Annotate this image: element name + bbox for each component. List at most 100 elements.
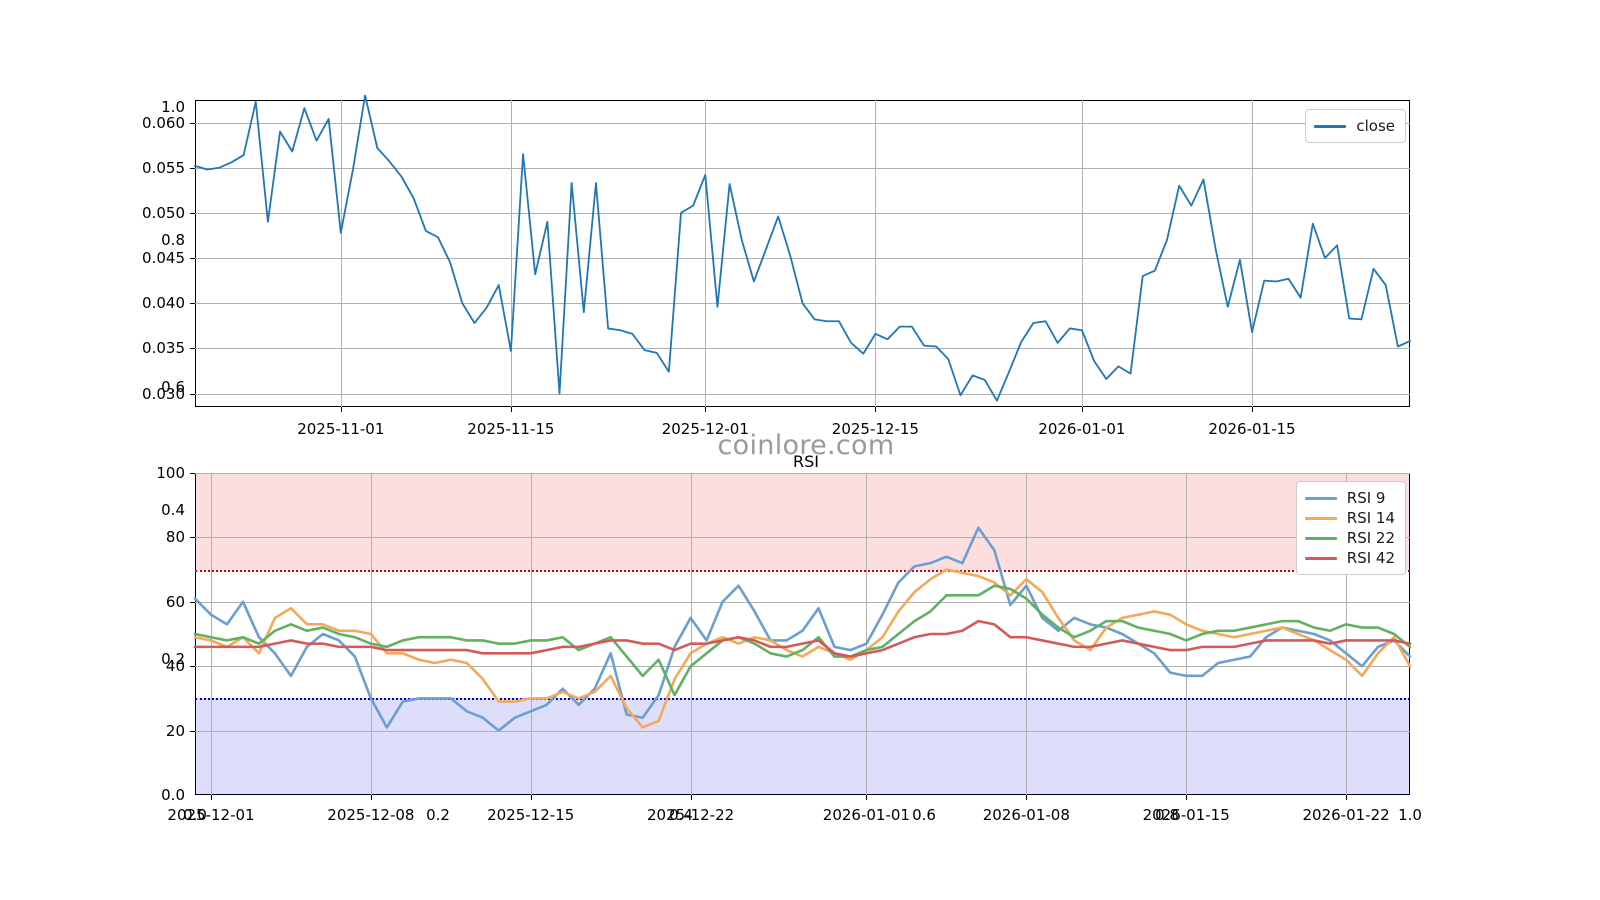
rsi-x-tick-label: 2026-01-15 bbox=[1142, 806, 1230, 824]
legend-color-swatch bbox=[1304, 496, 1337, 500]
rsi-gridline-v bbox=[690, 473, 692, 795]
rsi-gridline-h bbox=[195, 473, 1410, 474]
price-gridline-v bbox=[1081, 100, 1083, 407]
price-x-tickmark bbox=[875, 407, 877, 412]
rsi-series-svg bbox=[193, 526, 1412, 732]
legend-color-swatch bbox=[1314, 124, 1347, 128]
rsi-x-tick-label: 2026-01-01 bbox=[822, 806, 910, 824]
price-y-tick-label: 0.055 bbox=[142, 158, 185, 177]
rsi-gridline-v bbox=[1346, 473, 1348, 795]
price-x-tick-label: 2025-12-15 bbox=[831, 420, 919, 438]
price-legend: close bbox=[1305, 109, 1406, 143]
rsi-gridline-h bbox=[195, 601, 1410, 603]
rsi-y-overlay-label: 0.4 bbox=[161, 501, 185, 519]
rsi-x-tickmark bbox=[370, 795, 372, 800]
rsi-x-overlay-label: 0.6 bbox=[912, 806, 936, 824]
price-line-close bbox=[194, 94, 1411, 402]
rsi-y-tickmark bbox=[190, 730, 195, 732]
legend-color-swatch bbox=[1304, 556, 1337, 560]
price-y-tickmark bbox=[190, 393, 195, 395]
rsi-gridline-v bbox=[1026, 473, 1028, 795]
rsi-threshold-30 bbox=[195, 698, 1410, 701]
price-axis-spine-bottom bbox=[195, 406, 1410, 407]
price-y-overlay-label: 1.0 bbox=[161, 98, 185, 116]
price-axis-spine-left bbox=[195, 100, 196, 407]
rsi-x-tickmark bbox=[530, 795, 532, 800]
rsi-gridline-v bbox=[530, 473, 532, 795]
price-y-tickmark bbox=[190, 258, 195, 259]
rsi-x-overlay-label: 1.0 bbox=[1398, 806, 1422, 824]
rsi-chart-panel: RSI 9 RSI 14 RSI 22 RSI 42 bbox=[193, 473, 1412, 795]
price-axis-spine-right bbox=[1409, 100, 1410, 407]
price-x-tick-label: 2025-12-01 bbox=[661, 420, 749, 438]
rsi-legend-item: RSI 42 bbox=[1304, 548, 1395, 568]
rsi-x-tickmark bbox=[1346, 795, 1348, 800]
rsi-y-tickmark bbox=[190, 601, 195, 603]
rsi-x-tickmark bbox=[866, 795, 868, 800]
rsi-y-tick-label: 80 bbox=[165, 528, 185, 547]
price-x-tick-label: 2025-11-01 bbox=[297, 420, 385, 438]
rsi-x-overlay-label: 0.2 bbox=[426, 806, 450, 824]
rsi-legend-item: RSI 22 bbox=[1304, 528, 1395, 548]
rsi-plot-area bbox=[193, 473, 1412, 795]
rsi-y-tick-label: 20 bbox=[165, 721, 185, 740]
rsi-x-tickmark bbox=[690, 795, 692, 800]
price-y-tick-label: 0.035 bbox=[142, 339, 185, 358]
legend-label: RSI 9 bbox=[1346, 489, 1386, 507]
rsi-x-tick-label: 2026-01-22 bbox=[1302, 806, 1390, 824]
price-gridline-v bbox=[875, 100, 877, 407]
rsi-line-rsi-42 bbox=[193, 619, 1412, 658]
rsi-x-tick-label: 2026-01-08 bbox=[982, 806, 1070, 824]
legend-label: RSI 22 bbox=[1346, 529, 1395, 547]
rsi-line-rsi-22 bbox=[193, 584, 1412, 697]
rsi-y-tickmark bbox=[190, 473, 195, 474]
price-plot-area bbox=[194, 94, 1411, 407]
rsi-gridline-h bbox=[195, 730, 1410, 732]
rsi-x-tick-label: 2025-12-22 bbox=[647, 806, 735, 824]
rsi-x-tickmark bbox=[1026, 795, 1028, 800]
legend-color-swatch bbox=[1304, 516, 1337, 520]
price-y-tickmark bbox=[190, 122, 195, 124]
price-y-tick-label: 0.060 bbox=[142, 113, 185, 132]
price-y-tick-label: 0.040 bbox=[142, 294, 185, 313]
price-x-tickmark bbox=[340, 407, 342, 412]
rsi-gridline-v bbox=[1186, 473, 1188, 795]
price-legend-item: close bbox=[1314, 116, 1395, 136]
rsi-x-tickmark bbox=[1186, 795, 1188, 800]
price-series-svg bbox=[194, 94, 1411, 402]
rsi-gridline-h bbox=[195, 537, 1410, 539]
price-gridline-h bbox=[195, 348, 1410, 350]
price-y-tick-label: 0.030 bbox=[142, 384, 185, 403]
rsi-x-tick-label: 2025-12-08 bbox=[327, 806, 415, 824]
price-y-overlay-label: 0.8 bbox=[161, 231, 185, 249]
price-x-tick-label: 2025-11-15 bbox=[467, 420, 555, 438]
price-x-tickmark bbox=[510, 407, 512, 412]
rsi-threshold-70 bbox=[195, 569, 1410, 572]
price-chart-panel: close bbox=[194, 94, 1411, 407]
price-gridline-v bbox=[705, 100, 707, 407]
rsi-x-tickmark bbox=[211, 795, 212, 800]
rsi-band-overbought bbox=[195, 473, 1410, 570]
rsi-x-overlay-label: 0.8 bbox=[1155, 806, 1179, 824]
price-y-tickmark bbox=[190, 212, 195, 214]
rsi-chart-title: RSI bbox=[793, 452, 819, 471]
price-y-tickmark bbox=[190, 167, 195, 169]
rsi-x-tick-label: 2025-12-01 bbox=[167, 806, 255, 824]
price-gridline-h bbox=[195, 167, 1410, 169]
price-x-tickmark bbox=[705, 407, 707, 412]
legend-label: RSI 42 bbox=[1346, 549, 1395, 567]
rsi-legend-item: RSI 9 bbox=[1304, 488, 1395, 508]
rsi-x-tick-label: 2025-12-15 bbox=[487, 806, 575, 824]
price-x-tickmark bbox=[1081, 407, 1083, 412]
rsi-gridline-h bbox=[195, 666, 1410, 668]
rsi-y-overlay-label: 0.2 bbox=[161, 650, 185, 668]
price-gridline-v bbox=[340, 100, 342, 407]
legend-label: close bbox=[1356, 117, 1395, 135]
rsi-band-oversold bbox=[195, 698, 1410, 795]
rsi-x-overlay-label: 0.4 bbox=[669, 806, 693, 824]
rsi-y-tickmark bbox=[190, 537, 195, 539]
price-gridline-h bbox=[195, 393, 1410, 395]
rsi-x-overlay-label: 0.0 bbox=[183, 806, 207, 824]
rsi-legend-item: RSI 14 bbox=[1304, 508, 1395, 528]
